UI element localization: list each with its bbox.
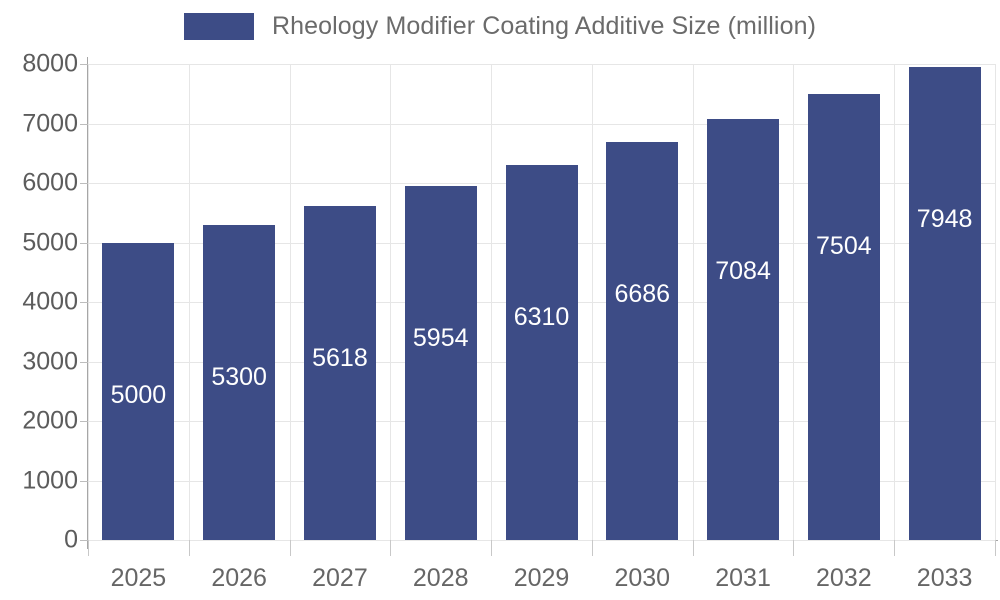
bar-value-label: 5300: [211, 362, 267, 391]
gridline-vertical: [894, 64, 895, 540]
y-axis-tick: [80, 480, 88, 482]
x-axis-label: 2029: [513, 564, 570, 592]
y-axis-label: 8000: [22, 49, 78, 78]
y-axis-label: 2000: [22, 406, 78, 435]
gridline-vertical: [189, 64, 190, 540]
bar-value-label: 7504: [816, 231, 872, 260]
chart-legend: Rheology Modifier Coating Additive Size …: [0, 0, 1000, 52]
bar-value-label: 5618: [312, 343, 368, 372]
gridline-horizontal: [88, 123, 995, 125]
bar[interactable]: [908, 67, 981, 540]
x-axis-label: 2032: [816, 564, 872, 592]
legend-item[interactable]: Rheology Modifier Coating Additive Size …: [183, 11, 817, 41]
bar[interactable]: [505, 164, 578, 540]
legend-label: Rheology Modifier Coating Additive Size …: [271, 11, 817, 40]
y-axis-label: 1000: [22, 466, 78, 494]
y-axis-tick: [80, 123, 88, 125]
bar[interactable]: [102, 242, 175, 540]
bar-value-label: 6686: [614, 280, 671, 309]
y-axis-tick: [80, 421, 88, 422]
gridline-vertical: [592, 64, 593, 540]
x-axis-tick: [995, 540, 996, 556]
y-axis-label: 6000: [22, 168, 78, 197]
bar[interactable]: [606, 142, 679, 540]
gridline-horizontal: [88, 540, 995, 541]
y-axis-label: 3000: [22, 347, 78, 375]
x-axis-label: 2028: [412, 564, 469, 592]
bar[interactable]: [707, 118, 780, 540]
gridline-vertical: [88, 64, 89, 540]
x-axis-tick: [894, 540, 895, 556]
y-axis-tick: [80, 361, 88, 363]
x-axis-label: 2027: [312, 564, 368, 592]
x-axis-tick: [88, 540, 89, 556]
y-axis-label: 7000: [22, 109, 78, 137]
x-axis-label: 2025: [110, 564, 167, 592]
x-axis-tick: [793, 540, 794, 556]
x-axis-label: 2026: [211, 564, 267, 592]
gridline-vertical: [390, 64, 391, 540]
bar[interactable]: [303, 205, 376, 540]
x-axis-label: 2030: [614, 564, 671, 592]
y-axis-tick: [80, 302, 88, 303]
gridline-vertical: [491, 64, 492, 540]
y-axis-label: 0: [64, 525, 78, 554]
gridline-horizontal: [88, 64, 995, 65]
gridline-vertical: [793, 64, 794, 540]
gridline-vertical: [290, 64, 291, 540]
plot-area: 0 1000 2000 3000 4000 5000 6000 7000 8000 5000 202…: [22, 50, 996, 592]
x-axis-label: 2031: [715, 564, 771, 592]
legend-color-swatch: [183, 12, 254, 40]
x-axis-label: 2033: [916, 564, 973, 592]
x-axis-tick: [189, 540, 190, 556]
y-axis-label: 4000: [22, 287, 78, 316]
bar-value-label: 7948: [916, 205, 973, 234]
x-axis-tick: [592, 540, 593, 556]
gridline-vertical: [693, 64, 694, 540]
bar-value-label: 5954: [412, 323, 469, 352]
y-axis-label: 5000: [22, 228, 78, 256]
y-axis-tick: [80, 64, 88, 65]
gridline-vertical: [995, 64, 996, 540]
y-axis-tick: [80, 540, 88, 541]
y-axis-tick: [80, 183, 88, 184]
bar-value-label: 5000: [110, 380, 167, 409]
bar[interactable]: [807, 93, 880, 540]
bar[interactable]: [404, 185, 477, 540]
x-axis-tick: [693, 540, 694, 556]
y-axis-line: [87, 57, 88, 549]
bar-value-label: 6310: [513, 302, 570, 331]
bar[interactable]: [203, 224, 276, 540]
y-axis-tick: [80, 242, 88, 244]
x-axis-tick: [290, 540, 291, 556]
bar-value-label: 7084: [715, 256, 771, 285]
x-axis-tick: [390, 540, 391, 556]
x-axis-tick: [491, 540, 492, 556]
